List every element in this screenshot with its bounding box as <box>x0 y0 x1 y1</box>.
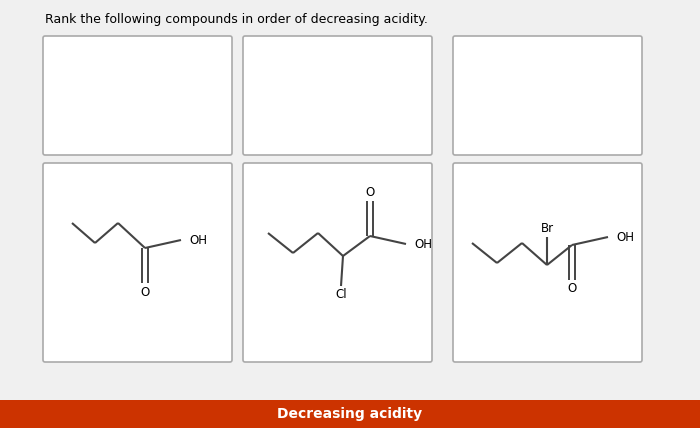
Text: OH: OH <box>414 238 432 250</box>
FancyBboxPatch shape <box>243 36 432 155</box>
Text: O: O <box>141 285 150 298</box>
Text: O: O <box>365 185 375 199</box>
Text: Rank the following compounds in order of decreasing acidity.: Rank the following compounds in order of… <box>45 13 428 26</box>
FancyBboxPatch shape <box>43 163 232 362</box>
Text: OH: OH <box>616 231 634 244</box>
Text: OH: OH <box>189 234 207 247</box>
FancyBboxPatch shape <box>243 163 432 362</box>
Text: Br: Br <box>540 222 554 235</box>
FancyBboxPatch shape <box>453 36 642 155</box>
Text: Cl: Cl <box>335 288 346 301</box>
Bar <box>0 400 700 428</box>
Text: O: O <box>568 282 577 295</box>
Text: Decreasing acidity: Decreasing acidity <box>277 407 423 421</box>
FancyBboxPatch shape <box>453 163 642 362</box>
FancyBboxPatch shape <box>43 36 232 155</box>
